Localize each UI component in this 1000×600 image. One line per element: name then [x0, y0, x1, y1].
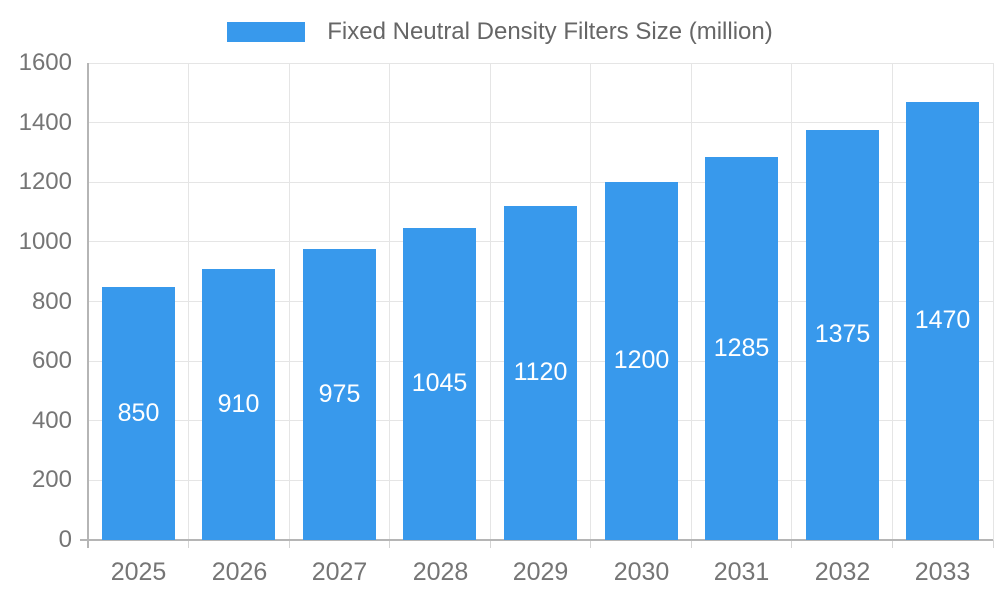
- x-axis-tick-label: 2026: [211, 558, 268, 586]
- bar-2033[interactable]: [906, 102, 979, 540]
- x-axis-tick: [489, 540, 491, 548]
- x-axis-tick-label: 2029: [512, 558, 569, 586]
- gridline-horizontal: [88, 122, 993, 124]
- x-axis-tick-label: 2032: [814, 558, 871, 586]
- gridline-vertical: [188, 63, 190, 540]
- gridline-vertical: [791, 63, 793, 540]
- gridline-vertical: [389, 63, 391, 540]
- gridline-vertical: [288, 63, 290, 540]
- y-axis-tick-label: 200: [31, 466, 72, 494]
- bar-2025[interactable]: [102, 287, 175, 540]
- x-axis-tick-label: 2030: [613, 558, 670, 586]
- gridline-horizontal: [88, 181, 993, 183]
- gridline-vertical: [590, 63, 592, 540]
- gridline-vertical: [489, 63, 491, 540]
- bar-value-label: 1120: [513, 358, 568, 386]
- bar-2027[interactable]: [303, 249, 376, 540]
- bar-value-label: 910: [217, 390, 260, 418]
- y-axis-tick-label: 400: [31, 406, 72, 434]
- x-axis-tick-label: 2028: [412, 558, 469, 586]
- bar-value-label: 1045: [411, 369, 468, 397]
- x-axis-tick: [791, 540, 793, 548]
- y-axis-tick-label: 600: [31, 347, 72, 375]
- bar-value-label: 1285: [713, 334, 770, 362]
- bar-2026[interactable]: [202, 269, 275, 540]
- bar-2028[interactable]: [403, 228, 476, 540]
- bar-2029[interactable]: [504, 206, 577, 540]
- bar-value-label: 975: [318, 380, 361, 408]
- x-axis-tick-label: 2033: [914, 558, 971, 586]
- x-axis-tick: [891, 540, 893, 548]
- bar-2031[interactable]: [705, 157, 778, 540]
- x-axis-tick: [992, 540, 994, 548]
- gridline-horizontal: [88, 62, 993, 64]
- x-axis-tick-label: 2027: [311, 558, 368, 586]
- legend-label: Fixed Neutral Density Filters Size (mill…: [327, 18, 773, 45]
- gridline-vertical: [690, 63, 692, 540]
- y-axis-line: [87, 63, 89, 548]
- y-axis-tick-label: 1200: [18, 168, 72, 196]
- legend[interactable]: Fixed Neutral Density Filters Size (mill…: [0, 18, 1000, 46]
- bar-value-label: 1375: [814, 320, 871, 348]
- y-axis-tick-label: 1000: [18, 227, 72, 255]
- x-axis-tick: [590, 540, 592, 548]
- bar-value-label: 1200: [613, 346, 670, 374]
- bar-2030[interactable]: [605, 182, 678, 540]
- x-axis-tick: [188, 540, 190, 548]
- gridline-vertical: [891, 63, 893, 540]
- bar-value-label: 1470: [914, 306, 971, 334]
- bar-value-label: 850: [117, 399, 160, 427]
- x-axis-tick: [389, 540, 391, 548]
- y-axis-tick-label: 1600: [18, 49, 72, 76]
- x-axis-line: [80, 539, 993, 541]
- x-axis-tick-label: 2031: [713, 558, 770, 586]
- y-axis-tick-label: 0: [58, 526, 72, 553]
- x-axis-tick: [288, 540, 290, 548]
- gridline-vertical: [992, 63, 994, 540]
- x-axis-tick: [690, 540, 692, 548]
- x-axis-tick-label: 2025: [110, 558, 167, 586]
- y-axis-tick-label: 1400: [18, 108, 72, 136]
- bar-2032[interactable]: [806, 130, 879, 540]
- y-axis-tick-label: 800: [31, 287, 72, 315]
- legend-swatch: [227, 22, 306, 42]
